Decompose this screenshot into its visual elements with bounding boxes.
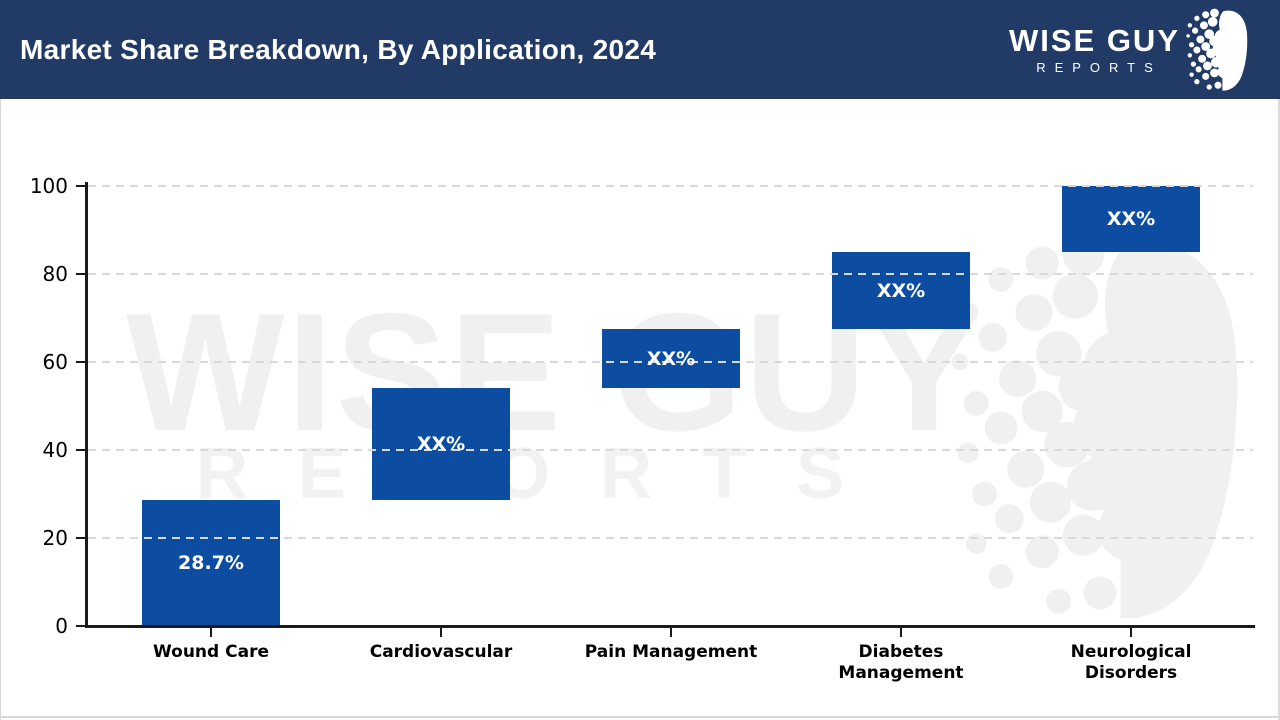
x-tick-pain-management <box>670 628 672 637</box>
y-tick-label-100: 100 <box>29 174 68 198</box>
brand-logo: WISE GUY REPORTS <box>1009 6 1254 94</box>
brand-name: WISE GUY <box>1008 22 1180 58</box>
y-tick-label-20: 20 <box>42 526 68 550</box>
page-border-left <box>0 99 1 720</box>
bar-value-wound-care: 28.7% <box>178 551 244 574</box>
bar-value-diabetes-management: XX% <box>876 279 926 302</box>
bar-neurological-disorders <box>1062 186 1200 252</box>
bar-diabetes-management <box>832 252 970 329</box>
bar-value-neurological-disorders: XX% <box>1106 208 1156 230</box>
plot-area: 0 20 40 60 80 100 28.7% Wound Care XX% Cardiovasc… <box>30 174 1253 683</box>
gridline-80 <box>88 273 1253 275</box>
y-tick-60 <box>76 361 85 363</box>
x-label-diabetes-management: Diabetes Management <box>838 642 964 684</box>
y-tick-20 <box>76 537 85 539</box>
x-label-cardiovascular: Cardiovascular <box>369 642 513 662</box>
x-label-neurological-disorders: Neurological Disorders <box>1070 642 1192 684</box>
brand-logo-text: WISE GUY REPORTS <box>1009 25 1180 75</box>
bar-cardiovascular <box>372 388 510 500</box>
bar-value-cardiovascular: XX% <box>416 433 466 456</box>
page-title: Market Share Breakdown, By Application, … <box>20 33 657 65</box>
y-tick-100 <box>76 185 85 187</box>
y-tick-80 <box>76 273 85 275</box>
header-bar: Market Share Breakdown, By Application, … <box>0 0 1280 99</box>
y-tick-label-80: 80 <box>42 262 68 286</box>
gridline-60 <box>88 361 1253 363</box>
bar-wound-care <box>142 499 280 626</box>
brand-head-icon <box>1186 8 1248 91</box>
x-tick-wound-care <box>210 628 212 637</box>
x-tick-diabetes-management <box>900 628 902 637</box>
y-tick-label-60: 60 <box>42 350 68 374</box>
y-tick-label-40: 40 <box>42 438 68 462</box>
y-tick-0 <box>76 625 85 627</box>
x-tick-neurological-disorders <box>1130 628 1132 637</box>
bar-pain-management <box>602 329 740 389</box>
gridline-100 <box>88 185 1253 187</box>
x-tick-cardiovascular <box>440 628 442 637</box>
gridline-40 <box>88 449 1253 451</box>
x-axis-line <box>85 625 1255 628</box>
y-tick-label-0: 0 <box>55 614 68 638</box>
bar-value-pain-management: XX% <box>646 347 696 370</box>
x-label-pain-management: Pain Management <box>584 642 758 662</box>
page-border-right <box>1278 99 1280 720</box>
page-border-bottom <box>0 716 1280 718</box>
brand-subtitle: REPORTS <box>1036 59 1162 75</box>
gridline-20 <box>88 537 1253 539</box>
y-tick-40 <box>76 449 85 451</box>
y-axis-line <box>85 182 88 628</box>
x-label-wound-care: Wound Care <box>153 642 269 662</box>
